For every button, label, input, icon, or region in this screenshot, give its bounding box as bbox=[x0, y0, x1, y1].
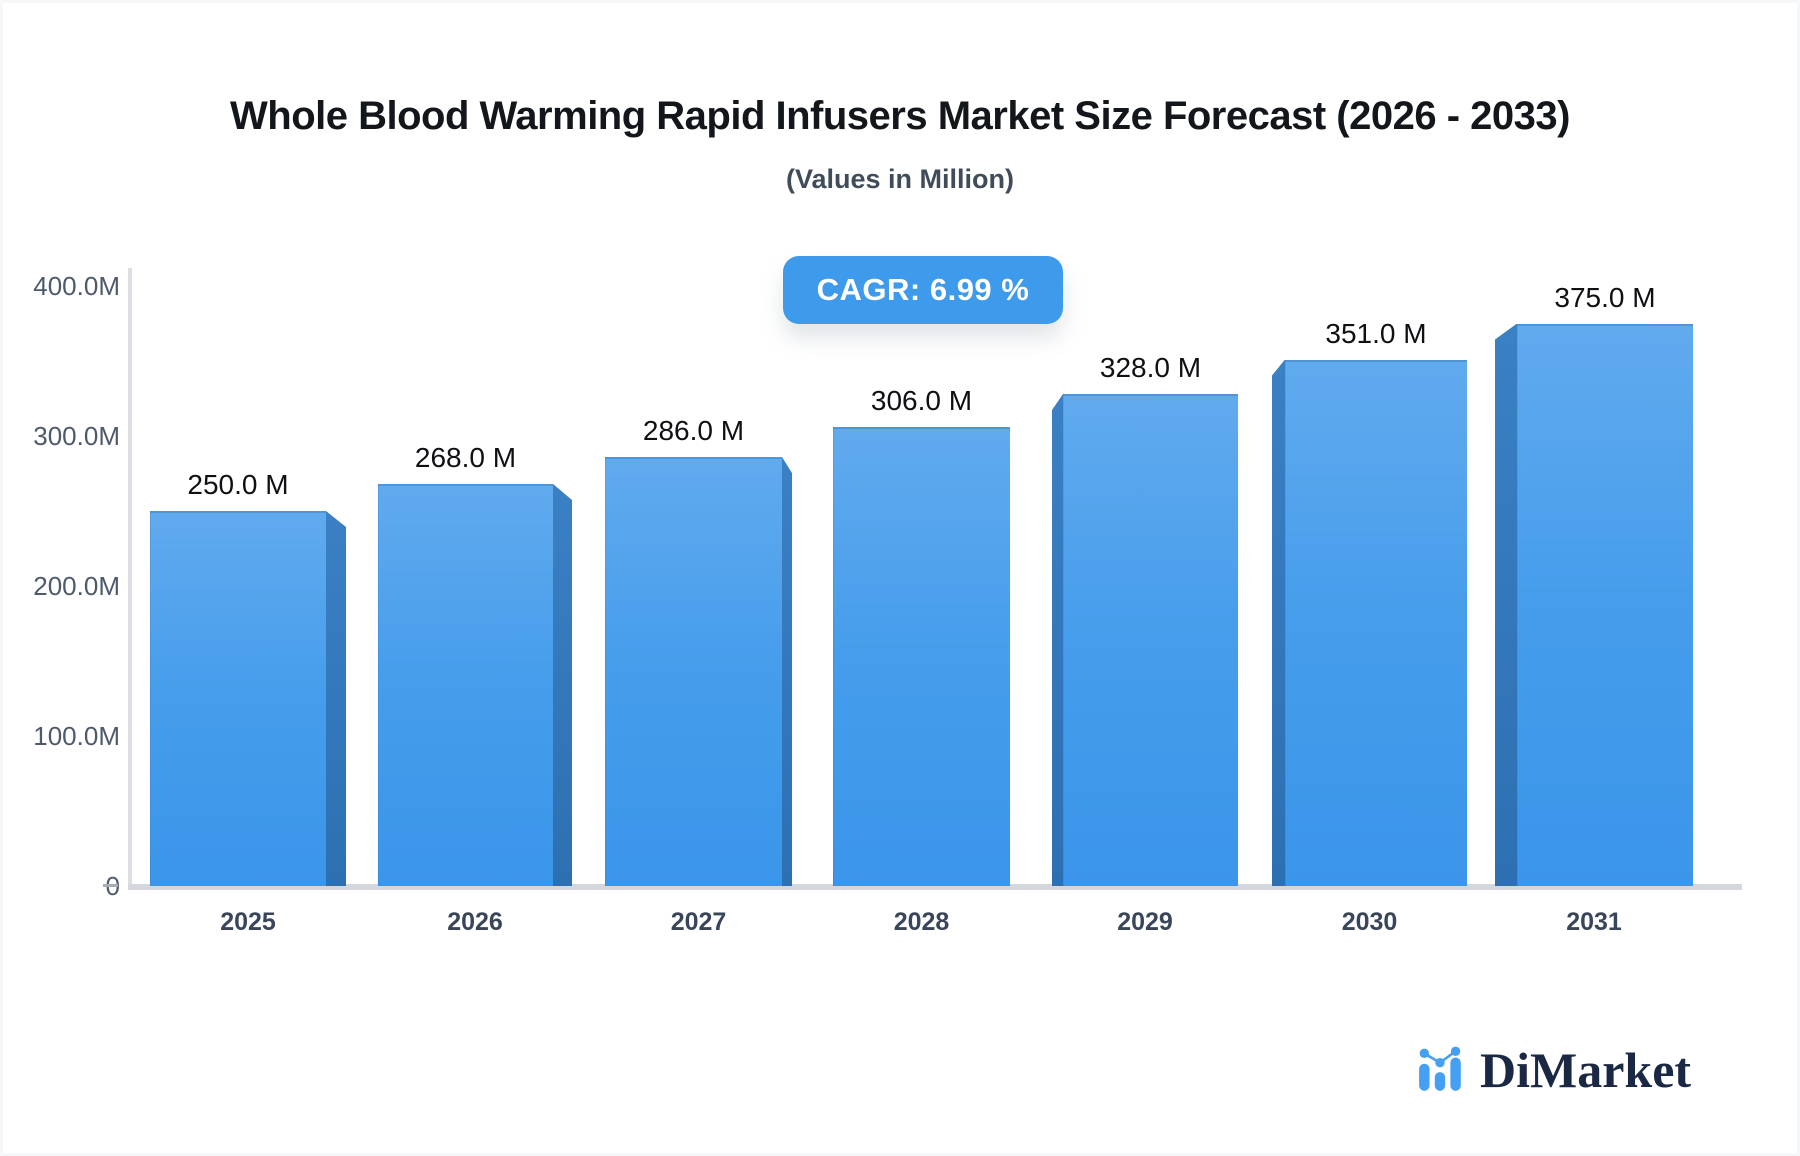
x-tick-label: 2031 bbox=[1566, 908, 1622, 936]
bar-2031-side-face bbox=[1495, 323, 1517, 886]
y-tick-label: 400.0M bbox=[33, 271, 120, 301]
bar-2028 bbox=[833, 427, 1010, 886]
y-axis-line bbox=[128, 268, 132, 886]
x-tick-label: 2027 bbox=[670, 908, 727, 936]
bar-chart-sparkline-icon bbox=[1419, 1046, 1461, 1091]
bar-2027-side-face bbox=[782, 457, 792, 886]
x-axis-baseline bbox=[128, 884, 1742, 890]
dimarket-logo: DiMarket bbox=[1416, 1040, 1691, 1100]
logo-wordmark: DiMarket bbox=[1480, 1042, 1692, 1098]
y-tick-label: 200.0M bbox=[33, 571, 120, 601]
bar-2025-side-face bbox=[326, 511, 346, 886]
y-tick-label: 300.0M bbox=[33, 421, 120, 451]
bar-value-label: 286.0 M bbox=[642, 415, 745, 446]
bar-value-label: 268.0 M bbox=[414, 442, 517, 473]
bar-2026 bbox=[378, 484, 553, 886]
x-tick-label: 2028 bbox=[893, 908, 950, 936]
bar-2025 bbox=[150, 511, 326, 886]
x-tick-label: 2029 bbox=[1117, 908, 1173, 936]
bar-2026-side-face bbox=[553, 484, 572, 886]
y-tick-mark-zero bbox=[103, 884, 118, 887]
x-tick-label: 2025 bbox=[220, 908, 276, 936]
bar-2030-side-face bbox=[1272, 359, 1285, 886]
x-tick-label: 2030 bbox=[1341, 908, 1398, 936]
chart-title: Whole Blood Warming Rapid Infusers Marke… bbox=[230, 94, 1570, 138]
x-tick-label: 2026 bbox=[447, 908, 503, 936]
cagr-badge-label: CAGR: 6.99 % bbox=[816, 272, 1030, 307]
bar-2029-side-face bbox=[1052, 394, 1063, 886]
bar-value-label: 351.0 M bbox=[1325, 317, 1427, 349]
bar-value-label: 250.0 M bbox=[187, 469, 289, 500]
bar-2029 bbox=[1063, 394, 1238, 886]
chart-subtitle: (Values in Million) bbox=[785, 164, 1015, 194]
bar-value-label: 375.0 M bbox=[1554, 281, 1656, 313]
bar-2027 bbox=[605, 457, 782, 886]
bar-2030 bbox=[1285, 359, 1467, 886]
bar-value-label: 306.0 M bbox=[870, 385, 973, 416]
y-tick-label: 100.0M bbox=[33, 721, 120, 751]
bar-value-label: 328.0 M bbox=[1099, 352, 1202, 383]
cagr-badge: CAGR: 6.99 % bbox=[783, 256, 1063, 324]
bar-2031 bbox=[1517, 323, 1693, 886]
